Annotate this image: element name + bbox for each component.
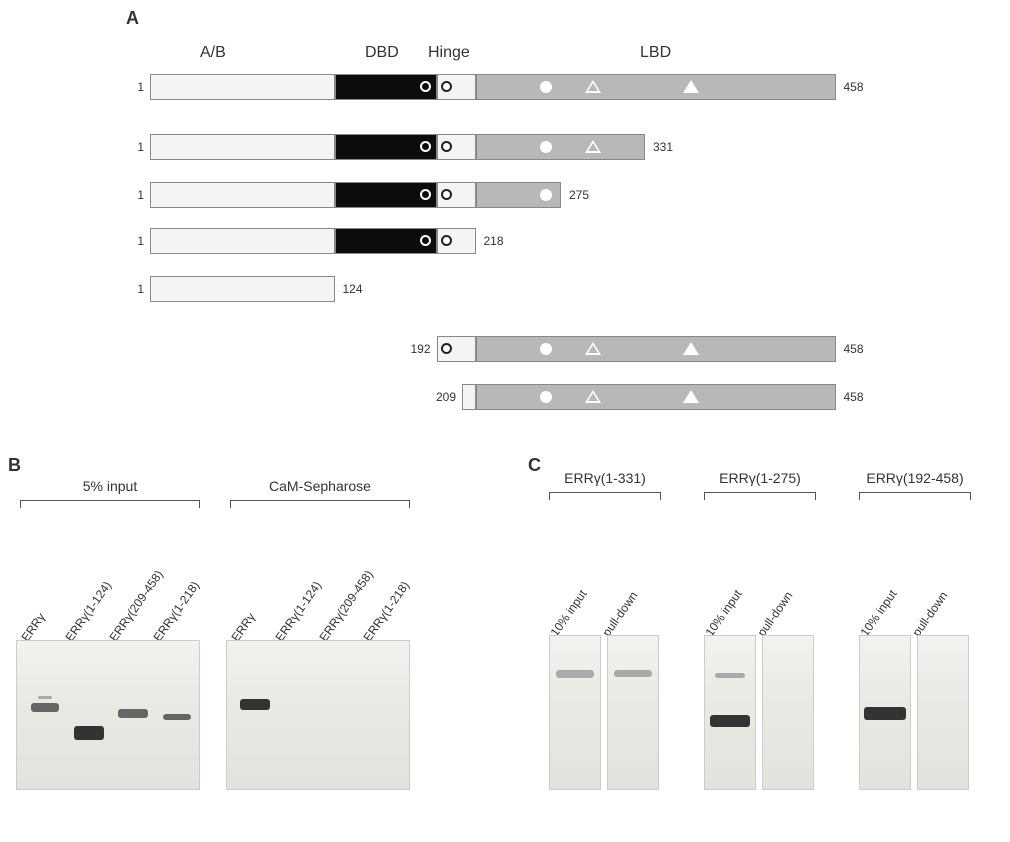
gel-band xyxy=(163,714,191,720)
domain-label-dbd: DBD xyxy=(365,44,399,62)
panel-b-letter: B xyxy=(8,455,21,476)
blot-band xyxy=(710,715,750,727)
bracket xyxy=(20,500,200,508)
construct-end-label: 124 xyxy=(343,276,363,302)
strip-group-title: ERRγ(192-458) xyxy=(855,470,975,486)
marker-open-triangle xyxy=(585,140,601,153)
strip-group-title: ERRγ(1-275) xyxy=(700,470,820,486)
blot-strip xyxy=(917,635,969,790)
construct-end-label: 458 xyxy=(844,74,864,100)
construct-start-label: 1 xyxy=(137,182,144,208)
lane-label: pull-down xyxy=(910,589,951,639)
gel-band xyxy=(74,726,104,740)
gel-group-title: 5% input xyxy=(20,478,200,494)
domain-ab xyxy=(150,74,335,100)
gel-group-title: CaM-Sepharose xyxy=(230,478,410,494)
construct-end-label: 458 xyxy=(844,336,864,362)
lane-label: ERRγ xyxy=(229,610,258,644)
bracket xyxy=(230,500,410,508)
marker-open-circle-dbd xyxy=(420,81,431,92)
domain-label-ab: A/B xyxy=(200,44,226,62)
construct-row: 1 218 xyxy=(0,228,1010,254)
domain-hinge xyxy=(462,384,476,410)
construct-row: 1 458 xyxy=(0,74,1010,100)
blot-band xyxy=(614,670,652,677)
marker-open-triangle xyxy=(585,80,601,93)
gel-image xyxy=(16,640,200,790)
blot-strip xyxy=(762,635,814,790)
construct-end-label: 218 xyxy=(484,228,504,254)
construct-end-label: 275 xyxy=(569,182,589,208)
panel-c-letter: C xyxy=(528,455,541,476)
lane-label: pull-down xyxy=(755,589,796,639)
blot-band xyxy=(715,673,745,678)
construct-row: 192 458 xyxy=(0,336,1010,362)
blot-band xyxy=(864,707,906,720)
domain-ab xyxy=(150,276,335,302)
marker-filled-circle xyxy=(540,343,552,355)
marker-filled-circle xyxy=(540,81,552,93)
marker-open-circle-hinge xyxy=(441,81,452,92)
marker-filled-triangle xyxy=(683,342,699,355)
gel-image xyxy=(226,640,410,790)
bracket xyxy=(704,492,816,500)
blot-strip xyxy=(704,635,756,790)
construct-row: 1 124 xyxy=(0,276,1010,302)
blot-strip xyxy=(549,635,601,790)
marker-open-circle-hinge xyxy=(441,235,452,246)
gel-band xyxy=(118,709,148,718)
domain-ab xyxy=(150,228,335,254)
blot-band xyxy=(556,670,594,678)
domain-lbd xyxy=(476,384,836,410)
marker-open-circle-hinge xyxy=(441,189,452,200)
marker-filled-triangle xyxy=(683,80,699,93)
marker-filled-triangle xyxy=(683,390,699,403)
domain-lbd xyxy=(476,336,836,362)
construct-row: 1 275 xyxy=(0,182,1010,208)
marker-filled-circle xyxy=(540,391,552,403)
lane-label: ERRγ(1-218) xyxy=(151,579,203,644)
marker-open-circle-dbd xyxy=(420,141,431,152)
marker-open-circle-dbd xyxy=(420,235,431,246)
domain-lbd xyxy=(476,74,836,100)
lane-label: ERRγ(1-218) xyxy=(361,579,413,644)
domain-label-hinge: Hinge xyxy=(428,44,470,62)
blot-strip xyxy=(607,635,659,790)
construct-start-label: 1 xyxy=(137,228,144,254)
domain-ab xyxy=(150,182,335,208)
marker-open-circle-hinge xyxy=(441,343,452,354)
domain-ab xyxy=(150,134,335,160)
strip-group-title: ERRγ(1-331) xyxy=(545,470,665,486)
marker-open-circle-hinge xyxy=(441,141,452,152)
marker-open-triangle xyxy=(585,390,601,403)
gel-band xyxy=(38,696,52,699)
marker-open-triangle xyxy=(585,342,601,355)
marker-filled-circle xyxy=(540,141,552,153)
construct-start-label: 1 xyxy=(137,74,144,100)
marker-open-circle-dbd xyxy=(420,189,431,200)
lane-label: ERRγ xyxy=(19,610,48,644)
construct-end-label: 331 xyxy=(653,134,673,160)
marker-filled-circle xyxy=(540,189,552,201)
construct-start-label: 1 xyxy=(137,134,144,160)
construct-row: 209 458 xyxy=(0,384,1010,410)
domain-lbd xyxy=(476,134,646,160)
bracket xyxy=(549,492,661,500)
lane-label: 10% input xyxy=(548,587,590,639)
panel-a-letter: A xyxy=(126,8,139,29)
lane-label: 10% input xyxy=(858,587,900,639)
construct-row: 1 331 xyxy=(0,134,1010,160)
construct-start-label: 1 xyxy=(137,276,144,302)
gel-band xyxy=(31,703,59,712)
bracket xyxy=(859,492,971,500)
construct-end-label: 458 xyxy=(844,384,864,410)
domain-label-lbd: LBD xyxy=(640,44,671,62)
gel-band xyxy=(240,699,270,710)
lane-label: pull-down xyxy=(600,589,641,639)
construct-start-label: 209 xyxy=(436,384,456,410)
construct-start-label: 192 xyxy=(410,336,430,362)
lane-label: 10% input xyxy=(703,587,745,639)
